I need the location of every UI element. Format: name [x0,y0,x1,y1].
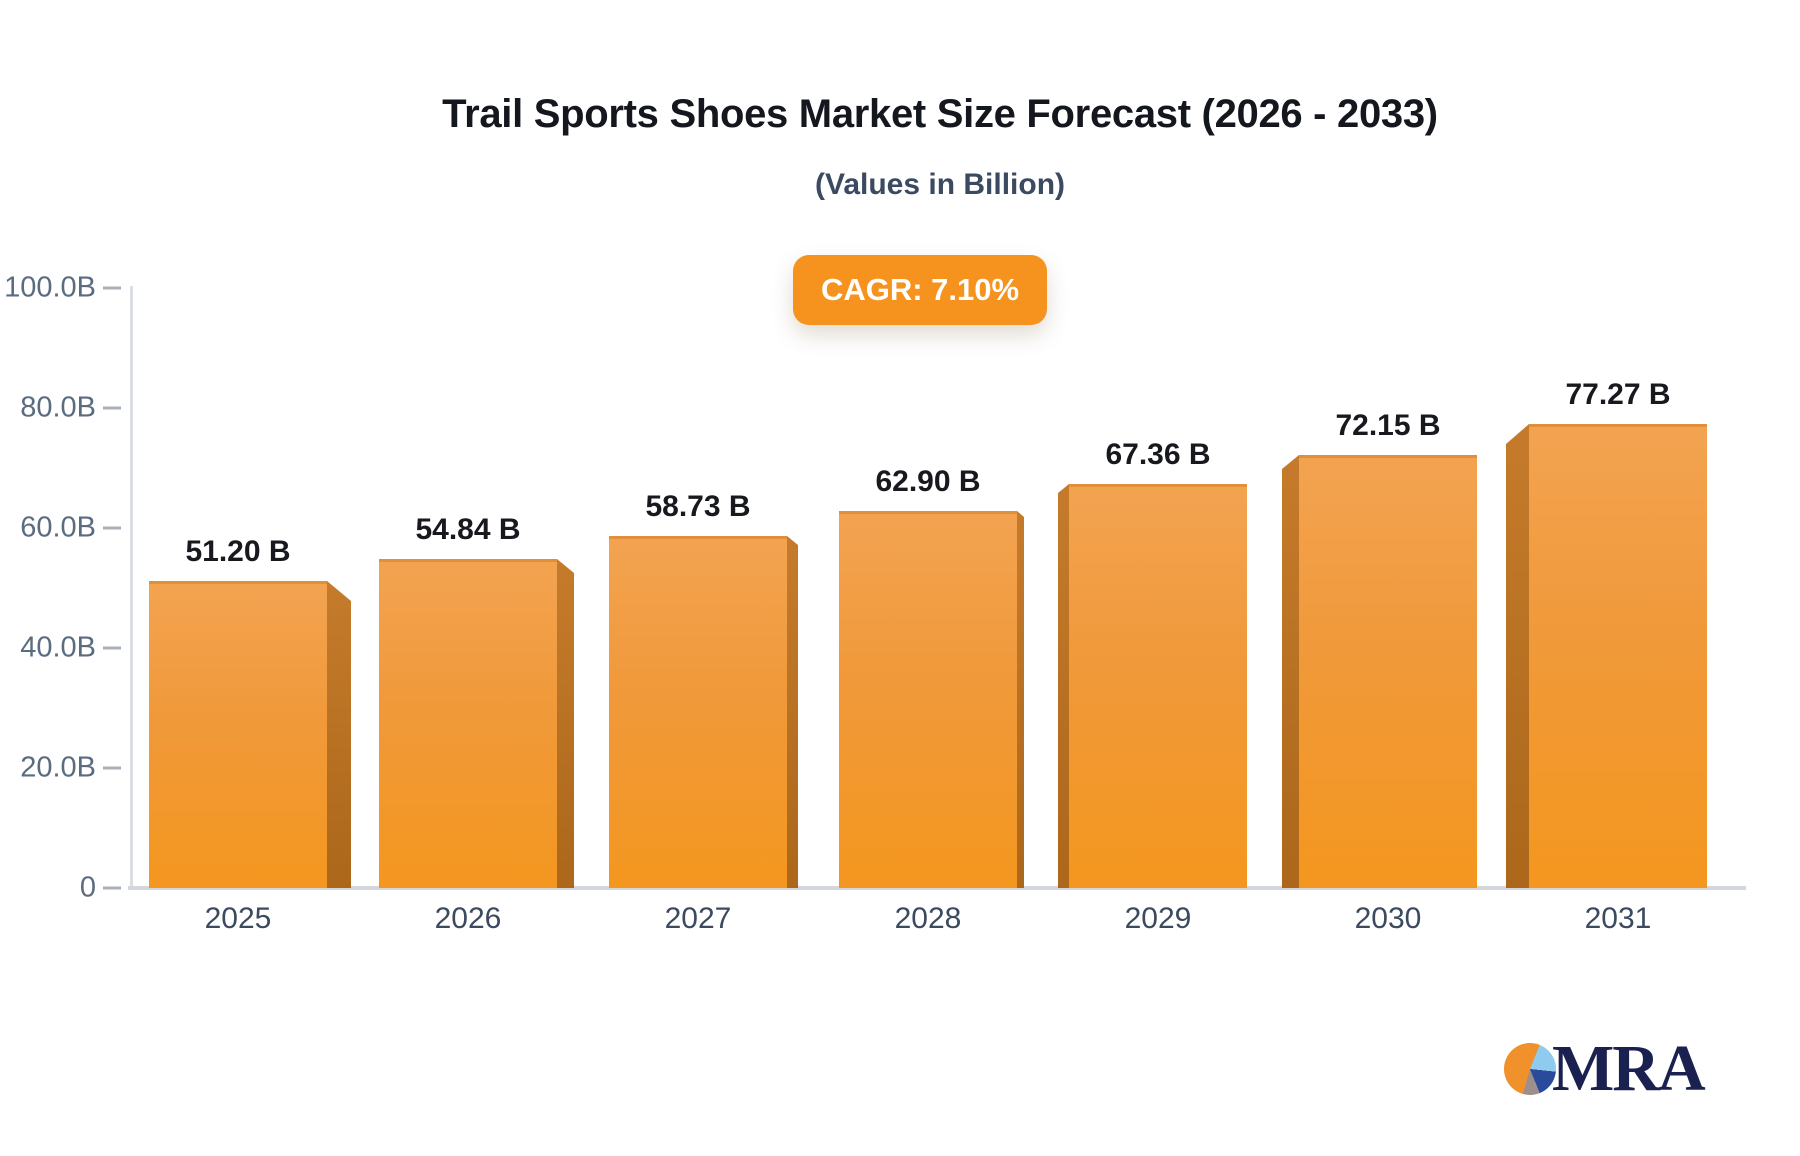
y-tick-label: 0 [79,871,96,904]
chart-title: Trail Sports Shoes Market Size Forecast … [442,92,1438,136]
bar-2026 [379,559,557,888]
bar-value-label: 62.90 B [875,465,981,498]
bar-2028 [839,511,1017,888]
bar-side-3d [1058,484,1069,888]
y-tick-dash [103,526,121,530]
x-tick-label: 2031 [1584,902,1652,935]
bar-value-label: 58.73 B [645,490,751,523]
bar-side-3d [327,581,351,888]
bar-2025 [149,581,327,888]
bar-side-3d [1017,511,1024,888]
brand-logo: MRA [1504,1032,1706,1105]
bar-side-3d [787,536,798,888]
y-tick-label: 60.0B [20,511,96,544]
y-tick-label: 100.0B [4,271,96,304]
bar-value-label: 67.36 B [1105,438,1211,471]
bar-value-label: 54.84 B [415,513,521,546]
x-tick-label: 2026 [434,902,502,935]
brand-logo-text: MRA [1552,1032,1706,1105]
y-tick-label: 40.0B [20,631,96,664]
bar-side-3d [557,559,574,888]
x-tick-label: 2025 [204,902,272,935]
bar-2027 [609,536,787,888]
pie-chart-logo-icon [1504,1043,1556,1095]
bar-side-3d [1282,455,1299,888]
y-tick-label: 80.0B [20,391,96,424]
y-tick-dash [103,886,121,890]
x-tick-label: 2029 [1124,902,1192,935]
chart-subtitle: (Values in Billion) [814,168,1066,201]
y-tick-dash [103,646,121,650]
y-tick-label: 20.0B [20,751,96,784]
x-tick-label: 2027 [664,902,732,935]
y-axis-line [130,286,133,888]
cagr-badge: CAGR: 7.10% [793,255,1047,325]
bar-2029 [1069,484,1247,888]
bar-2030 [1299,455,1477,888]
bar-value-label: 72.15 B [1335,409,1441,442]
bar-2031 [1529,424,1707,888]
bar-side-3d [1506,424,1529,888]
bar-value-label: 77.27 B [1565,378,1671,411]
bar-value-label: 51.20 B [185,535,291,568]
y-tick-dash [103,766,121,770]
x-tick-label: 2030 [1354,902,1422,935]
x-axis-line [128,886,1746,890]
y-tick-dash [103,286,121,290]
x-tick-label: 2028 [894,902,962,935]
y-tick-dash [103,406,121,410]
